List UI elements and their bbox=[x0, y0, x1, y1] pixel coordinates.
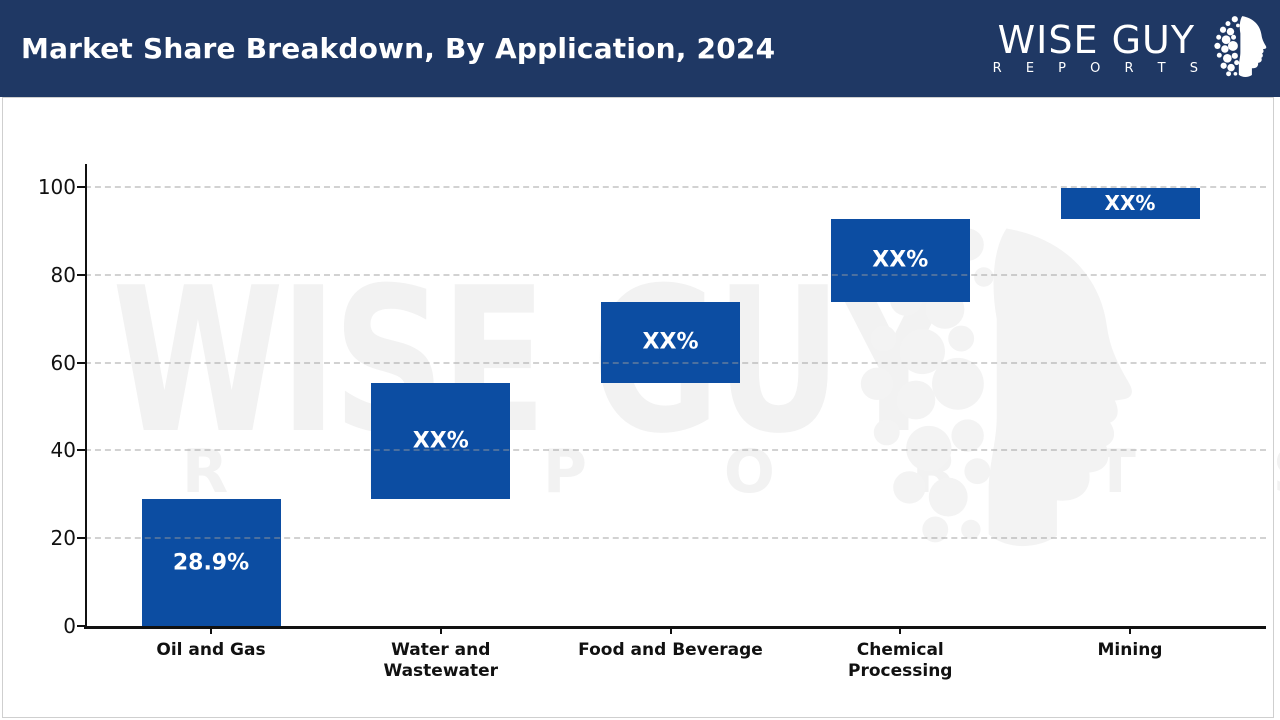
y-tick-label: 60 bbox=[50, 350, 76, 375]
header-bar: Market Share Breakdown, By Application, … bbox=[0, 0, 1280, 97]
bar-value-label: XX% bbox=[412, 428, 469, 454]
brand-name: WISE GUY bbox=[997, 17, 1196, 62]
x-tick-label-line: Processing bbox=[848, 661, 953, 681]
bar-mining bbox=[1060, 188, 1200, 219]
y-tick-label: 100 bbox=[37, 175, 76, 199]
x-tick-mark bbox=[210, 626, 212, 634]
x-tick-mark bbox=[669, 626, 672, 634]
page-title: Market Share Breakdown, By Application, … bbox=[21, 32, 776, 65]
y-axis-spine bbox=[85, 164, 87, 628]
brand-tagline: R E P O R T S bbox=[992, 61, 1208, 77]
x-tick-mark bbox=[439, 626, 442, 634]
bar-value-label: XX% bbox=[872, 247, 929, 273]
x-tick-label: Mining bbox=[1015, 640, 1245, 661]
bar-water-and-wastewater bbox=[371, 382, 511, 500]
y-tick-mark bbox=[77, 537, 85, 540]
y-tick-mark bbox=[77, 186, 85, 188]
x-tick-label-line: Wastewater bbox=[383, 661, 499, 681]
watermark-text: WISE GUY bbox=[112, 245, 950, 478]
y-tick-label: 80 bbox=[50, 262, 76, 287]
x-tick-label: Food and Beverage bbox=[556, 640, 786, 661]
x-tick-label-line: Water and bbox=[391, 640, 491, 660]
bar-value-label: 28.9% bbox=[172, 550, 250, 576]
x-tick-label-line: Oil and Gas bbox=[156, 640, 266, 660]
bar-food-and-beverage bbox=[601, 301, 740, 383]
x-tick-mark bbox=[899, 626, 902, 634]
y-tick-mark bbox=[77, 625, 85, 627]
bar-oil-and-gas bbox=[141, 499, 281, 626]
brand-logo-text: WISE GUY R E P O R T S bbox=[985, 17, 1208, 77]
x-tick-label: Chemical Processing bbox=[785, 640, 1015, 682]
bar-value-label: XX% bbox=[1104, 191, 1156, 216]
y-tick-label: 40 bbox=[50, 438, 76, 463]
y-tick-mark bbox=[77, 449, 85, 452]
brand-logo: WISE GUY R E P O R T S bbox=[985, 2, 1272, 95]
bar-chemical-processing bbox=[830, 218, 970, 302]
x-tick-label: Water and Wastewater bbox=[326, 640, 556, 682]
y-tick-mark bbox=[77, 361, 85, 364]
x-tick-label: Oil and Gas bbox=[96, 640, 326, 661]
x-tick-mark bbox=[1129, 626, 1131, 634]
bar-value-label: XX% bbox=[642, 329, 699, 355]
y-tick-label: 20 bbox=[50, 526, 76, 551]
x-tick-label-line: Mining bbox=[1097, 640, 1163, 660]
y-tick-mark bbox=[77, 273, 85, 276]
dotted-head-profile-icon bbox=[1210, 6, 1272, 92]
x-axis-spine bbox=[84, 626, 1266, 629]
y-tick-label: 0 bbox=[63, 614, 76, 638]
x-tick-label-line: Chemical bbox=[856, 640, 944, 660]
x-tick-label-line: Food and Beverage bbox=[578, 640, 763, 660]
